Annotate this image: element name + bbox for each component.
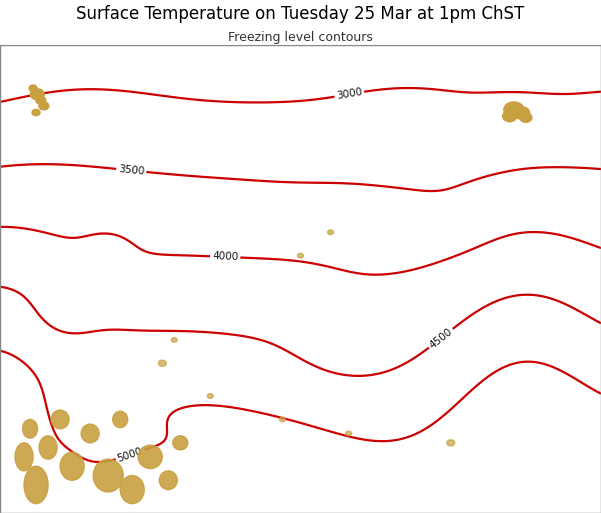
- Circle shape: [504, 102, 524, 117]
- Text: Freezing level contours: Freezing level contours: [228, 30, 373, 44]
- Ellipse shape: [113, 411, 128, 428]
- Circle shape: [346, 431, 352, 436]
- Circle shape: [30, 89, 44, 100]
- Ellipse shape: [24, 466, 48, 504]
- Ellipse shape: [15, 443, 33, 471]
- Ellipse shape: [120, 476, 144, 504]
- Circle shape: [520, 113, 532, 122]
- Ellipse shape: [93, 459, 123, 492]
- Text: 4500: 4500: [427, 326, 454, 350]
- Ellipse shape: [51, 410, 69, 429]
- Ellipse shape: [39, 436, 57, 459]
- Circle shape: [158, 360, 166, 366]
- Circle shape: [514, 107, 529, 119]
- Text: 3000: 3000: [335, 87, 363, 102]
- Circle shape: [207, 393, 213, 399]
- Ellipse shape: [159, 471, 177, 489]
- Ellipse shape: [81, 424, 99, 443]
- Ellipse shape: [173, 436, 188, 450]
- Circle shape: [36, 96, 46, 104]
- Circle shape: [279, 417, 285, 422]
- Ellipse shape: [23, 420, 37, 438]
- Circle shape: [171, 338, 177, 342]
- Text: 5000: 5000: [116, 446, 144, 463]
- Circle shape: [502, 111, 517, 122]
- Circle shape: [29, 85, 37, 91]
- Circle shape: [297, 253, 304, 258]
- Ellipse shape: [138, 445, 162, 468]
- Circle shape: [328, 230, 334, 234]
- Circle shape: [32, 109, 40, 115]
- Text: 4000: 4000: [212, 251, 239, 263]
- Text: 3500: 3500: [118, 164, 145, 177]
- Circle shape: [447, 440, 455, 446]
- Text: Surface Temperature on Tuesday 25 Mar at 1pm ChST: Surface Temperature on Tuesday 25 Mar at…: [76, 5, 525, 23]
- Circle shape: [39, 102, 49, 110]
- Ellipse shape: [60, 452, 84, 480]
